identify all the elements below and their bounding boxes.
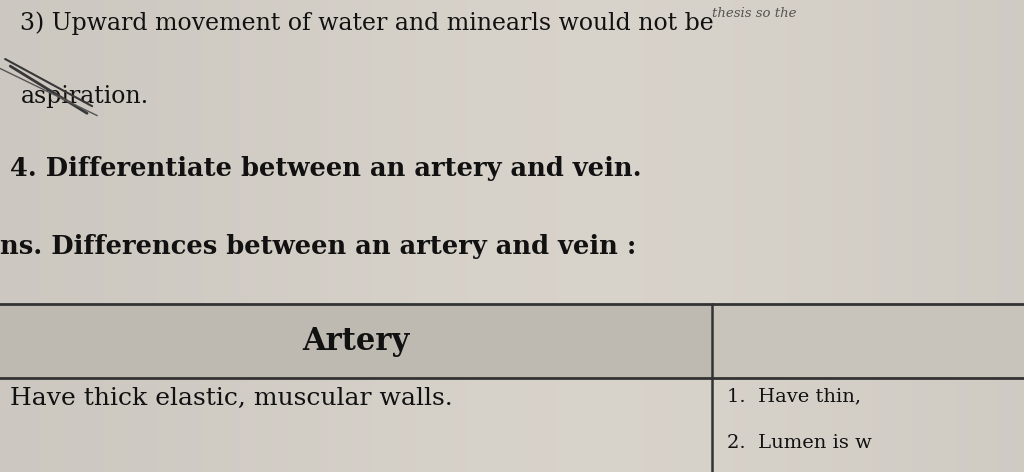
Text: ns. Differences between an artery and vein :: ns. Differences between an artery and ve… <box>0 234 636 259</box>
Bar <box>712 304 1024 378</box>
Text: 4. Differentiate between an artery and vein.: 4. Differentiate between an artery and v… <box>10 156 642 181</box>
Text: thesis so the: thesis so the <box>712 7 797 20</box>
Text: 3) Upward movement of water and minearls would not be: 3) Upward movement of water and minearls… <box>20 12 714 35</box>
Text: 1.  Have thin,: 1. Have thin, <box>727 387 861 405</box>
Text: Artery: Artery <box>302 326 410 356</box>
Bar <box>0 304 712 378</box>
Text: Have thick elastic, muscular walls.: Have thick elastic, muscular walls. <box>10 387 453 410</box>
Text: 2.  Lumen is w: 2. Lumen is w <box>727 434 871 452</box>
Text: aspiration.: aspiration. <box>20 85 148 108</box>
